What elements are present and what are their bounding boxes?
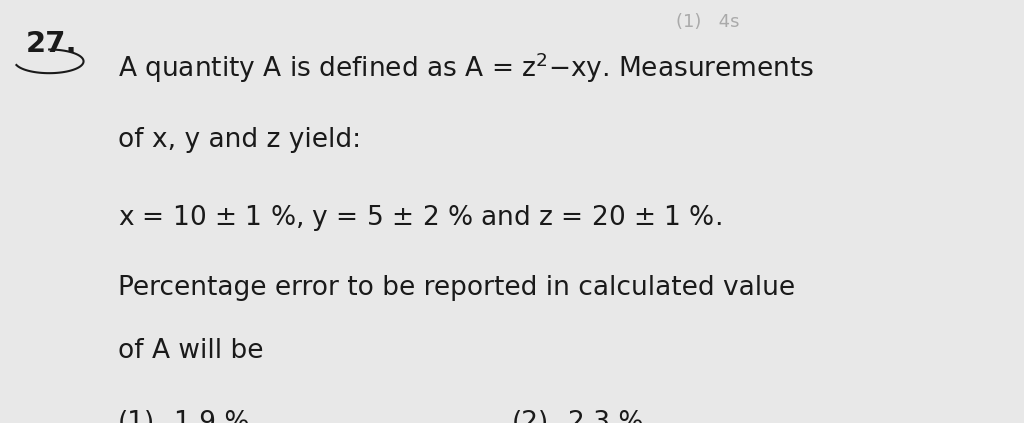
- Text: 2.3 %: 2.3 %: [568, 410, 644, 423]
- Text: x = 10 $\pm$ 1 %, y = 5 $\pm$ 2 % and z = 20 $\pm$ 1 %.: x = 10 $\pm$ 1 %, y = 5 $\pm$ 2 % and z …: [118, 203, 721, 233]
- Text: Percentage error to be reported in calculated value: Percentage error to be reported in calcu…: [118, 275, 795, 301]
- Text: 27.: 27.: [26, 30, 77, 58]
- Text: of x, y and z yield:: of x, y and z yield:: [118, 127, 360, 153]
- Text: (1): (1): [118, 410, 155, 423]
- Text: A quantity A is defined as A = z$^2$$-$xy. Measurements: A quantity A is defined as A = z$^2$$-$x…: [118, 51, 814, 85]
- Text: 1.9 %: 1.9 %: [174, 410, 250, 423]
- Text: (1)   4s: (1) 4s: [676, 13, 739, 31]
- Text: (2): (2): [512, 410, 549, 423]
- Text: of A will be: of A will be: [118, 338, 263, 364]
